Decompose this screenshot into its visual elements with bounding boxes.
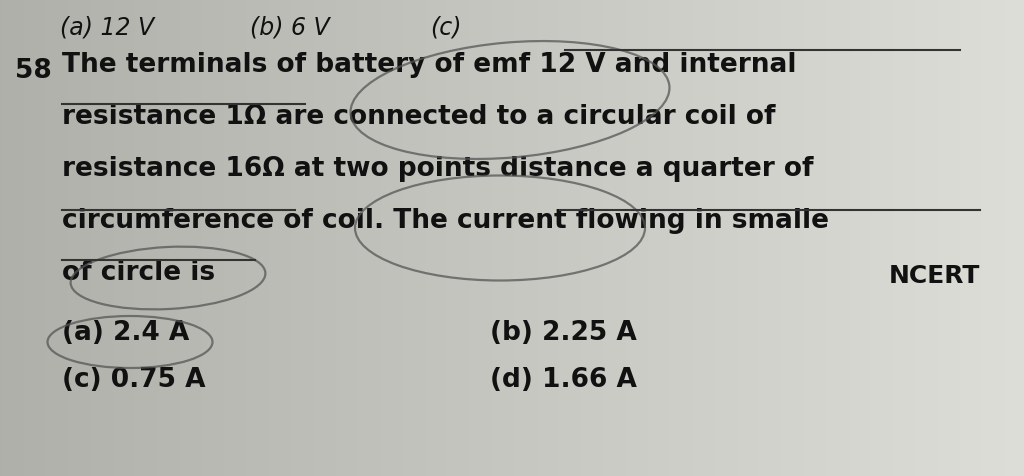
Text: (b) 6 V: (b) 6 V (250, 15, 330, 39)
Text: 58: 58 (15, 58, 52, 84)
Text: The terminals of battery of emf 12 V and internal: The terminals of battery of emf 12 V and… (62, 52, 797, 78)
Text: of circle is: of circle is (62, 260, 215, 286)
Text: (a) 12 V: (a) 12 V (60, 15, 155, 39)
Text: (c) 0.75 A: (c) 0.75 A (62, 367, 206, 393)
Text: (c): (c) (430, 15, 462, 39)
Text: circumference of coil. The current flowing in smalle: circumference of coil. The current flowi… (62, 208, 829, 234)
Text: (b) 2.25 A: (b) 2.25 A (490, 320, 637, 346)
Text: NCERT: NCERT (889, 264, 980, 288)
Text: resistance 1Ω are connected to a circular coil of: resistance 1Ω are connected to a circula… (62, 104, 775, 130)
Text: (d) 1.66 A: (d) 1.66 A (490, 367, 637, 393)
Text: (a) 2.4 A: (a) 2.4 A (62, 320, 189, 346)
Text: resistance 16Ω at two points distance a quarter of: resistance 16Ω at two points distance a … (62, 156, 813, 182)
